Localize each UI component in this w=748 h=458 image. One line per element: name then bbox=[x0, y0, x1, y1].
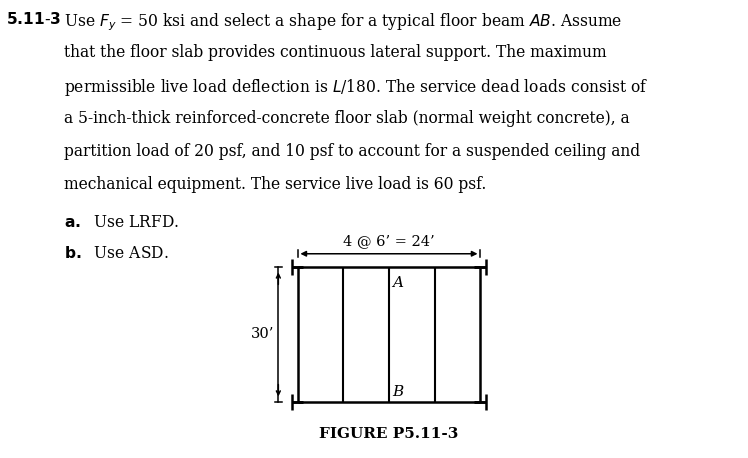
Text: $\mathbf{b.}$  Use ASD.: $\mathbf{b.}$ Use ASD. bbox=[64, 245, 168, 262]
Text: $\mathbf{5.11\text{-}3}$: $\mathbf{5.11\text{-}3}$ bbox=[6, 11, 61, 28]
Text: 4 @ 6’ = 24’: 4 @ 6’ = 24’ bbox=[343, 234, 435, 248]
Text: a 5-inch-thick reinforced-concrete floor slab (normal weight concrete), a: a 5-inch-thick reinforced-concrete floor… bbox=[64, 110, 629, 127]
Text: Use $F_y$ = 50 ksi and select a shape for a typical floor beam $AB$. Assume: Use $F_y$ = 50 ksi and select a shape fo… bbox=[64, 11, 622, 33]
Text: A: A bbox=[393, 276, 404, 290]
Text: permissible live load deflection is $L$/180. The service dead loads consist of: permissible live load deflection is $L$/… bbox=[64, 77, 648, 98]
Text: that the floor slab provides continuous lateral support. The maximum: that the floor slab provides continuous … bbox=[64, 44, 606, 61]
Text: partition load of 20 psf, and 10 psf to account for a suspended ceiling and: partition load of 20 psf, and 10 psf to … bbox=[64, 143, 640, 160]
Text: mechanical equipment. The service live load is 60 psf.: mechanical equipment. The service live l… bbox=[64, 176, 486, 193]
Text: FIGURE P5.11-3: FIGURE P5.11-3 bbox=[319, 427, 459, 441]
Text: B: B bbox=[393, 385, 404, 399]
Text: 30’: 30’ bbox=[251, 327, 274, 342]
Text: $\mathbf{a.}$  Use LRFD.: $\mathbf{a.}$ Use LRFD. bbox=[64, 214, 179, 231]
